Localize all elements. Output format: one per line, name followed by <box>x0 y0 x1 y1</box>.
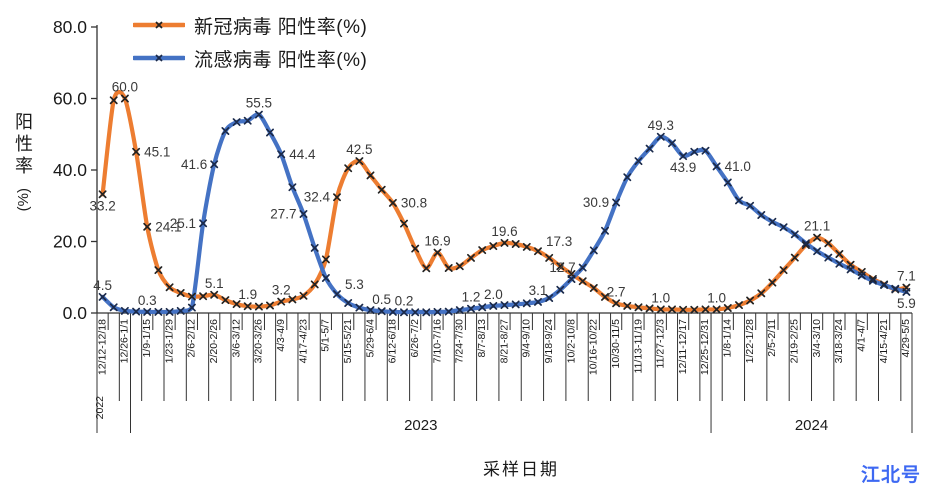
y-tick-label: 40.0 <box>53 160 87 180</box>
flu-data-label: 2.0 <box>484 287 503 302</box>
x-tick-label: 7/10-7/16 <box>431 319 443 364</box>
x-tick-label: 5/1-5/7 <box>320 319 332 352</box>
x-tick-label: 11/27-12/3 <box>655 319 667 369</box>
flu-data-label: 3.1 <box>529 283 548 298</box>
y-tick-label: 80.0 <box>53 17 87 37</box>
flu-data-label: 27.7 <box>270 206 296 221</box>
covid-data-label: 17.3 <box>546 234 572 249</box>
x-tick-label: 10/16-10/22 <box>588 319 600 375</box>
year-label: 2024 <box>795 417 828 434</box>
x-tick-label: 12/12-12/18 <box>96 319 108 375</box>
flu-data-label: 41.0 <box>725 159 751 174</box>
y-axis-unit: (%) <box>14 188 32 212</box>
covid-data-label: 19.6 <box>491 224 517 239</box>
covid-data-label: 1.0 <box>707 290 726 305</box>
covid-data-label: 30.8 <box>401 195 427 210</box>
flu-data-label: 0.2 <box>395 293 414 308</box>
flu-data-label: 4.5 <box>93 278 112 293</box>
x-tick-label: 1/23-1/29 <box>163 319 175 364</box>
x-tick-label: 4/1-4/7 <box>856 319 868 352</box>
x-tick-label: 9/4-9/10 <box>521 319 533 358</box>
x-tick-label: 4/3-4/9 <box>275 319 287 352</box>
flu-data-label: 30.9 <box>583 195 609 210</box>
covid-markers <box>98 94 911 314</box>
y-axis-title: 阳性率 (%) <box>10 112 36 211</box>
x-tick-label: 3/20-3/26 <box>253 319 265 364</box>
x-tick-label: 3/18-3/24 <box>833 319 845 364</box>
covid-data-label: 7.1 <box>897 269 916 284</box>
y-tick-label: 20.0 <box>53 232 87 252</box>
legend-item-covid: 新冠病毒 阳性率(%) <box>133 12 367 38</box>
y-tick-label: 0.0 <box>63 303 88 323</box>
year-label: 2022 <box>94 396 106 420</box>
x-tick-label: 11/13-11/19 <box>632 319 644 374</box>
covid-data-label: 60.0 <box>112 80 138 95</box>
covid-data-label: 16.9 <box>424 234 450 249</box>
covid-data-label: 21.1 <box>804 219 830 234</box>
legend-item-flu: 流感病毒 阳性率(%) <box>133 45 367 71</box>
covid-data-label: 24.1 <box>155 219 181 234</box>
flu-data-label: 55.5 <box>246 96 272 111</box>
covid-legend-label: 新冠病毒 阳性率(%) <box>194 16 368 38</box>
x-tick-label: 7/24-7/30 <box>454 319 466 364</box>
x-tick-label: 2/20-2/26 <box>208 319 220 364</box>
covid-data-label: 32.4 <box>304 190 331 205</box>
covid-data-label: 5.1 <box>205 276 224 291</box>
flu-data-label: 0.5 <box>372 292 391 307</box>
y-tick-label: 60.0 <box>53 89 87 109</box>
x-tick-label: 2/19-2/25 <box>789 319 801 364</box>
x-tick-label: 10/30-11/5 <box>610 319 622 369</box>
watermark: 江北号 <box>861 465 922 486</box>
legend: 新冠病毒 阳性率(%) 流感病毒 阳性率(%) <box>133 12 367 71</box>
covid-data-label: 45.1 <box>144 144 170 159</box>
covid-data-label: 33.2 <box>89 198 115 213</box>
flu-data-label: 0.3 <box>138 293 157 308</box>
x-tick-label: 5/15-5/21 <box>342 319 354 364</box>
x-tick-label: 6/12-6/18 <box>387 319 399 364</box>
x-tick-label: 8/7-8/13 <box>476 319 488 358</box>
y-axis-title-text: 阳性率 <box>13 112 33 178</box>
covid-line-sample-icon <box>133 21 185 29</box>
x-tick-label: 12/26-1/1 <box>119 319 131 364</box>
x-tick-label: 12/25-12/31 <box>699 319 711 375</box>
covid-data-label: 1.0 <box>651 290 670 305</box>
flu-data-label: 1.2 <box>462 290 481 305</box>
flu-markers <box>98 110 911 317</box>
x-tick-label: 2/6-2/12 <box>186 319 198 358</box>
x-axis-title: 采样日期 <box>483 460 559 479</box>
x-tick-label: 1/9-1/15 <box>141 319 153 358</box>
x-tick-label: 1/22-1/28 <box>744 319 756 364</box>
x-tick-label: 5/29-6/4 <box>364 319 376 358</box>
flu-legend-label: 流感病毒 阳性率(%) <box>194 49 368 71</box>
flu-data-label: 49.3 <box>648 118 674 133</box>
covid-data-label: 42.5 <box>346 142 372 157</box>
flu-data-label: 41.6 <box>181 157 207 172</box>
x-tick-label: 1/8-1/14 <box>722 319 734 358</box>
x-tick-label: 4/17-4/23 <box>297 319 309 364</box>
flu-data-label: 12.7 <box>549 260 575 275</box>
x-tick-label: 6/26-7/2 <box>409 319 421 358</box>
x-tick-label: 2/5-2/11 <box>766 319 778 357</box>
x-tick-label: 3/4-3/10 <box>811 319 823 358</box>
covid-data-label: 1.9 <box>238 287 257 302</box>
flu-data-label: 25.1 <box>170 216 196 231</box>
flu-data-label: 5.3 <box>345 277 364 292</box>
flu-data-label: 43.9 <box>670 160 696 175</box>
x-tick-label: 4/29-5/5 <box>900 319 912 358</box>
flu-line-sample-icon <box>133 54 185 62</box>
covid-data-label: 2.7 <box>607 284 626 299</box>
x-tick-label: 9/18-9/24 <box>543 319 555 364</box>
covid-data-label: 3.2 <box>272 283 291 298</box>
x-tick-label: 10/2-10/8 <box>565 319 577 364</box>
x-tick-label: 3/6-3/12 <box>230 319 242 358</box>
flu-data-label: 5.9 <box>897 296 916 311</box>
year-label: 2023 <box>404 417 437 434</box>
x-tick-label: 4/15-4/21 <box>878 319 890 364</box>
flu-data-label: 44.4 <box>289 147 316 162</box>
x-tick-label: 12/11-12/17 <box>677 319 689 374</box>
x-tick-label: 8/21-8/27 <box>498 319 510 364</box>
